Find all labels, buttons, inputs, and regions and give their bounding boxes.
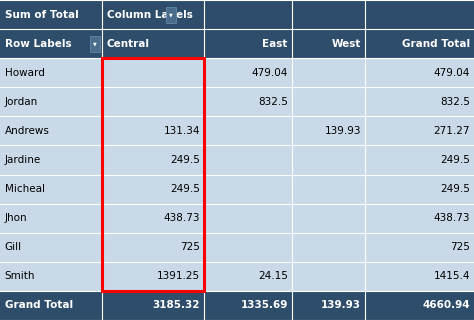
Bar bbox=[0, 262, 102, 291]
Bar bbox=[365, 58, 474, 87]
Bar bbox=[0, 87, 102, 116]
Bar bbox=[102, 58, 204, 87]
Bar bbox=[0, 146, 102, 174]
Bar bbox=[102, 291, 204, 320]
Bar bbox=[102, 233, 204, 262]
Bar bbox=[365, 233, 474, 262]
Text: Central: Central bbox=[107, 39, 150, 49]
Text: Micheal: Micheal bbox=[5, 184, 45, 194]
Text: 139.93: 139.93 bbox=[321, 300, 361, 310]
Text: 3185.32: 3185.32 bbox=[153, 300, 200, 310]
Bar bbox=[0, 233, 102, 262]
Bar bbox=[166, 6, 176, 22]
Text: Andrews: Andrews bbox=[5, 126, 50, 136]
Bar bbox=[292, 58, 365, 87]
Text: Sum of Total: Sum of Total bbox=[5, 10, 79, 20]
Text: 271.27: 271.27 bbox=[434, 126, 470, 136]
Text: 1415.4: 1415.4 bbox=[434, 271, 470, 281]
Bar bbox=[102, 87, 204, 116]
Bar bbox=[292, 174, 365, 204]
Text: Gill: Gill bbox=[5, 242, 22, 252]
Text: 438.73: 438.73 bbox=[434, 213, 470, 223]
Text: 249.5: 249.5 bbox=[440, 155, 470, 165]
Text: 1391.25: 1391.25 bbox=[157, 271, 200, 281]
Bar bbox=[292, 291, 365, 320]
Text: ▼: ▼ bbox=[93, 41, 97, 46]
Bar bbox=[365, 116, 474, 146]
Text: 249.5: 249.5 bbox=[170, 155, 200, 165]
Bar bbox=[204, 204, 292, 233]
Bar bbox=[0, 291, 102, 320]
Bar bbox=[0, 174, 102, 204]
Bar bbox=[292, 116, 365, 146]
Bar bbox=[102, 0, 474, 29]
Bar bbox=[292, 87, 365, 116]
Text: Row Labels: Row Labels bbox=[5, 39, 72, 49]
Bar bbox=[292, 146, 365, 174]
Bar bbox=[292, 204, 365, 233]
Bar bbox=[102, 174, 204, 204]
Text: ▼: ▼ bbox=[169, 12, 173, 17]
Text: 249.5: 249.5 bbox=[170, 184, 200, 194]
Bar bbox=[292, 262, 365, 291]
Bar bbox=[292, 29, 365, 58]
Text: 139.93: 139.93 bbox=[325, 126, 361, 136]
Bar bbox=[0, 58, 102, 87]
Text: 131.34: 131.34 bbox=[164, 126, 200, 136]
Bar bbox=[204, 116, 292, 146]
Text: East: East bbox=[262, 39, 288, 49]
Text: Column Labels: Column Labels bbox=[107, 10, 192, 20]
Text: Jhon: Jhon bbox=[5, 213, 27, 223]
Text: Howard: Howard bbox=[5, 68, 45, 78]
Text: 24.15: 24.15 bbox=[258, 271, 288, 281]
Bar bbox=[365, 204, 474, 233]
Text: 1335.69: 1335.69 bbox=[240, 300, 288, 310]
Bar bbox=[204, 174, 292, 204]
Bar bbox=[204, 291, 292, 320]
Bar bbox=[365, 291, 474, 320]
Bar bbox=[102, 29, 204, 58]
Text: Grand Total: Grand Total bbox=[5, 300, 73, 310]
Text: 832.5: 832.5 bbox=[258, 97, 288, 107]
Text: Jardine: Jardine bbox=[5, 155, 41, 165]
Bar bbox=[365, 262, 474, 291]
Text: 725: 725 bbox=[180, 242, 200, 252]
Bar bbox=[204, 87, 292, 116]
Text: 479.04: 479.04 bbox=[434, 68, 470, 78]
Bar bbox=[204, 262, 292, 291]
Text: Grand Total: Grand Total bbox=[402, 39, 470, 49]
Bar bbox=[0, 0, 102, 29]
Text: 438.73: 438.73 bbox=[164, 213, 200, 223]
Bar bbox=[365, 87, 474, 116]
Text: West: West bbox=[332, 39, 361, 49]
Text: 479.04: 479.04 bbox=[251, 68, 288, 78]
Bar bbox=[102, 262, 204, 291]
Text: Jordan: Jordan bbox=[5, 97, 38, 107]
Bar bbox=[0, 116, 102, 146]
Bar bbox=[0, 204, 102, 233]
Text: 249.5: 249.5 bbox=[440, 184, 470, 194]
Bar bbox=[292, 233, 365, 262]
Bar bbox=[0, 29, 102, 58]
Bar bbox=[365, 174, 474, 204]
Bar bbox=[365, 29, 474, 58]
Bar bbox=[365, 146, 474, 174]
Bar bbox=[204, 233, 292, 262]
Text: 725: 725 bbox=[450, 242, 470, 252]
Bar bbox=[204, 146, 292, 174]
Bar bbox=[102, 58, 204, 291]
Text: 832.5: 832.5 bbox=[440, 97, 470, 107]
Bar bbox=[204, 29, 292, 58]
Bar bbox=[102, 146, 204, 174]
Text: Smith: Smith bbox=[5, 271, 35, 281]
Bar bbox=[204, 58, 292, 87]
Bar bbox=[102, 204, 204, 233]
Bar bbox=[102, 116, 204, 146]
Bar bbox=[90, 36, 100, 52]
Text: 4660.94: 4660.94 bbox=[423, 300, 470, 310]
